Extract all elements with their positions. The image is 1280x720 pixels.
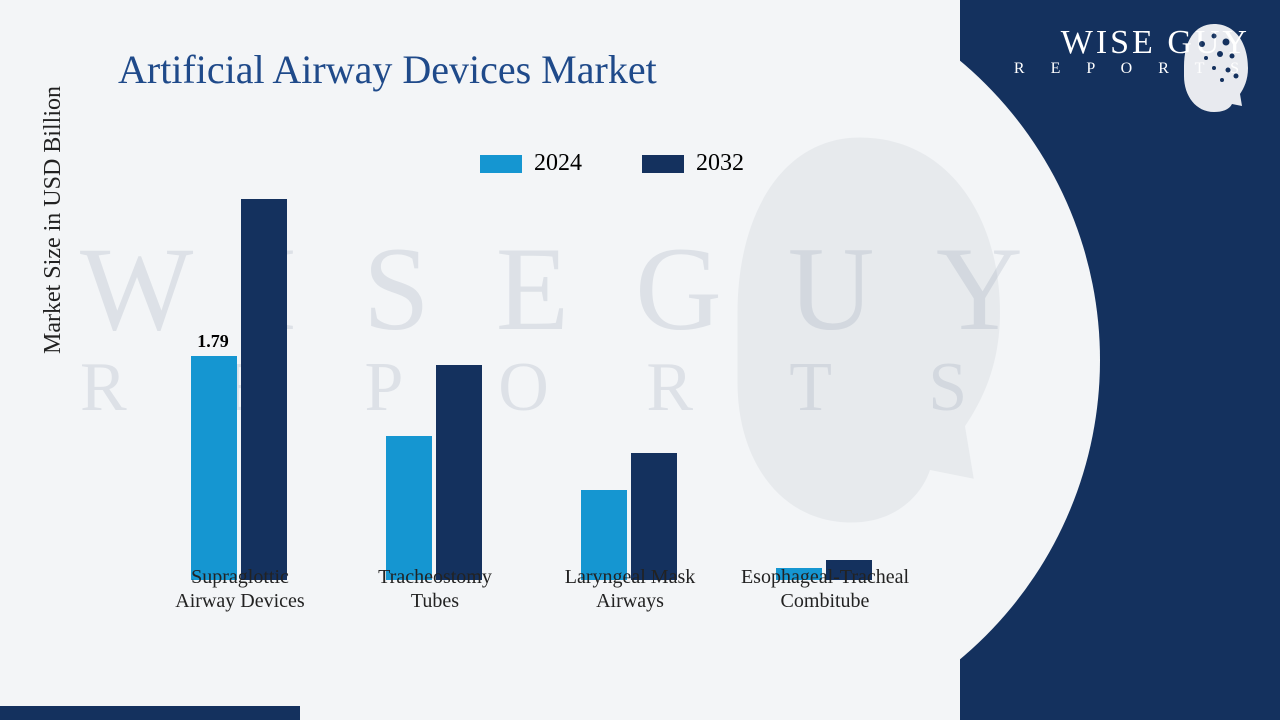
x-axis-label: SupraglotticAirway Devices bbox=[150, 565, 330, 613]
legend-label-2032: 2032 bbox=[696, 150, 744, 177]
bar bbox=[436, 365, 482, 580]
bar bbox=[386, 436, 432, 580]
brand-logo: WISE GUY R E P O R T S bbox=[1014, 24, 1250, 78]
bar-value-label: 1.79 bbox=[183, 331, 243, 352]
bar bbox=[631, 453, 677, 581]
plot-area: 1.79 bbox=[140, 180, 910, 580]
legend: 2024 2032 bbox=[480, 150, 744, 177]
logo-head-icon bbox=[1174, 22, 1254, 112]
x-axis-label: TracheostomyTubes bbox=[345, 565, 525, 613]
bar-group bbox=[356, 180, 526, 580]
y-axis-label: Market Size in USD Billion bbox=[40, 20, 67, 420]
bar bbox=[241, 199, 287, 580]
bar-group bbox=[746, 180, 916, 580]
legend-label-2024: 2024 bbox=[534, 150, 582, 177]
page-root: W I S E G U Y R E P O R T S WISE GUY R E… bbox=[0, 0, 1280, 720]
chart-area: Market Size in USD Billion 1.79 Supraglo… bbox=[50, 160, 910, 700]
x-axis-label: Esophageal-TrachealCombitube bbox=[735, 565, 915, 613]
bar-group: 1.79 bbox=[161, 180, 331, 580]
chart-title: Artificial Airway Devices Market bbox=[118, 46, 657, 93]
bottom-accent-bar bbox=[0, 706, 300, 720]
bar bbox=[191, 356, 237, 580]
x-axis-label: Laryngeal MaskAirways bbox=[540, 565, 720, 613]
legend-swatch-2024 bbox=[480, 155, 522, 173]
bar-group bbox=[551, 180, 721, 580]
legend-swatch-2032 bbox=[642, 155, 684, 173]
legend-item-2032: 2032 bbox=[642, 150, 744, 177]
legend-item-2024: 2024 bbox=[480, 150, 582, 177]
